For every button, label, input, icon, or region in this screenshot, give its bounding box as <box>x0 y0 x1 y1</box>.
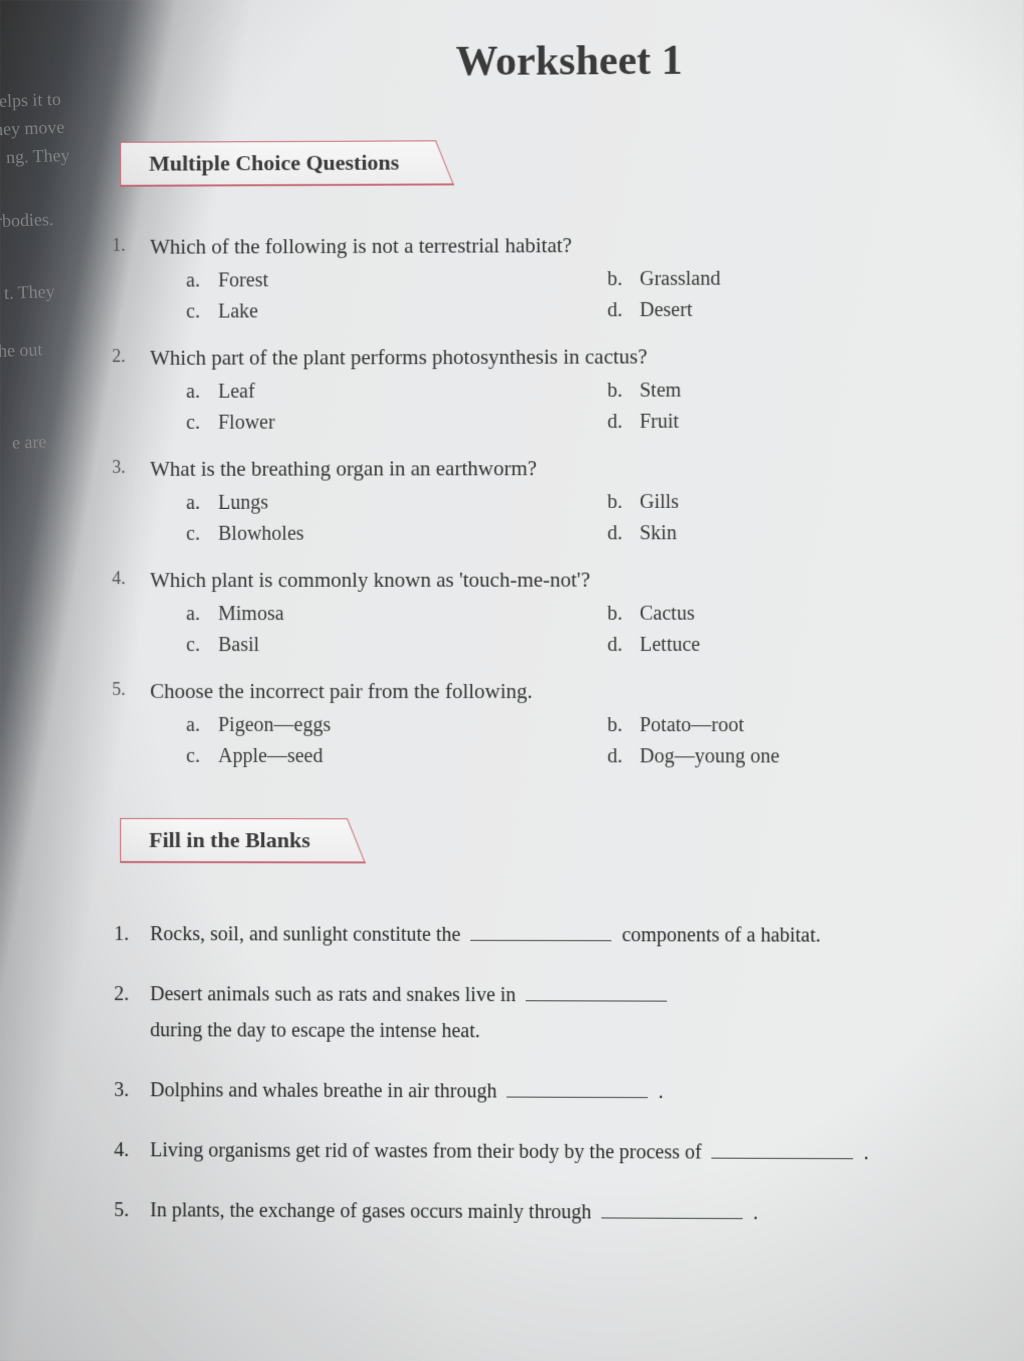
question-number: 3. <box>112 457 126 478</box>
option-b[interactable]: b.Stem <box>607 379 991 403</box>
options-grid: a.Forest b.Grassland c.Lake d.Desert <box>186 267 991 324</box>
page-title: Worksheet 1 <box>150 35 991 88</box>
question-number: 5. <box>112 679 126 700</box>
bleed-text: rbodies. <box>0 209 54 232</box>
fib-number: 2. <box>114 979 129 1009</box>
worksheet-page: Worksheet 1 Multiple Choice Questions 1.… <box>80 0 1024 1361</box>
fib-pre: Living organisms get rid of wastes from … <box>150 1135 702 1167</box>
options-grid: a.Mimosa b.Cactus c.Basil d.Lettuce <box>186 602 991 657</box>
question-number: 4. <box>112 568 126 589</box>
option-d[interactable]: d.Dog—young one <box>607 745 991 768</box>
fib-post: . <box>658 1077 663 1107</box>
option-b[interactable]: b.Potato—root <box>607 714 991 737</box>
option-a[interactable]: a.Pigeon—eggs <box>186 714 567 737</box>
section-heading-fib: Fill in the Blanks <box>120 818 339 863</box>
fib-pre: Desert animals such as rats and snakes l… <box>150 979 516 1010</box>
question-text: Which part of the plant performs photosy… <box>150 344 647 369</box>
option-c[interactable]: c.Blowholes <box>186 522 567 546</box>
bleed-text: hey move <box>0 117 65 140</box>
option-a[interactable]: a.Leaf <box>186 380 567 404</box>
option-d[interactable]: d.Skin <box>607 522 991 546</box>
blank-input[interactable] <box>712 1139 854 1160</box>
fib-item: 3. Dolphins and whales breathe in air th… <box>150 1075 991 1108</box>
fib-post: during the day to escape the intense hea… <box>150 1015 480 1046</box>
blank-input[interactable] <box>602 1198 743 1219</box>
bleed-text: he out <box>0 339 43 362</box>
options-grid: a.Pigeon—eggs b.Potato—root c.Apple—seed… <box>186 714 991 769</box>
option-c[interactable]: c.Flower <box>186 411 567 435</box>
option-b[interactable]: b.Grassland <box>607 267 991 291</box>
mcq-question: 1. Which of the following is not a terre… <box>150 231 991 259</box>
option-c[interactable]: c.Basil <box>186 634 567 657</box>
options-grid: a.Leaf b.Stem c.Flower d.Fruit <box>186 379 991 435</box>
fib-post: components of a habitat. <box>622 920 821 951</box>
fib-item: 2. Desert animals such as rats and snake… <box>150 979 991 1048</box>
mcq-question: 4. Which plant is commonly known as 'tou… <box>150 567 991 593</box>
mcq-question: 5. Choose the incorrect pair from the fo… <box>150 679 991 704</box>
bleed-text: helps it to <box>0 89 61 112</box>
option-b[interactable]: b.Cactus <box>607 602 991 625</box>
fib-number: 4. <box>114 1135 129 1165</box>
option-d[interactable]: d.Desert <box>607 298 991 322</box>
option-c[interactable]: c.Apple—seed <box>186 745 567 768</box>
question-number: 2. <box>112 346 126 367</box>
fib-pre: Rocks, soil, and sunlight constitute the <box>150 919 461 950</box>
mcq-question: 2. Which part of the plant performs phot… <box>150 343 991 370</box>
blank-input[interactable] <box>471 921 612 941</box>
section-heading-mcq: Multiple Choice Questions <box>120 140 428 186</box>
question-number: 1. <box>112 235 126 256</box>
option-a[interactable]: a.Mimosa <box>186 603 567 626</box>
fib-item: 4. Living organisms get rid of wastes fr… <box>150 1135 991 1169</box>
option-c[interactable]: c.Lake <box>186 299 567 323</box>
fill-blanks-list: 1. Rocks, soil, and sunlight constitute … <box>150 919 991 1229</box>
blank-input[interactable] <box>507 1077 648 1098</box>
option-b[interactable]: b.Gills <box>607 491 991 515</box>
question-text: What is the breathing organ in an earthw… <box>150 456 537 481</box>
options-grid: a.Lungs b.Gills c.Blowholes d.Skin <box>186 491 991 546</box>
question-text: Choose the incorrect pair from the follo… <box>150 679 532 703</box>
fib-pre: In plants, the exchange of gases occurs … <box>150 1195 591 1227</box>
question-text: Which of the following is not a terrestr… <box>150 233 572 259</box>
bleed-text: t. They <box>4 281 55 304</box>
fib-number: 5. <box>114 1195 129 1225</box>
fib-number: 1. <box>114 919 129 949</box>
fib-post: . <box>753 1198 758 1228</box>
fib-post: . <box>864 1138 869 1168</box>
fib-item: 1. Rocks, soil, and sunlight constitute … <box>150 919 991 951</box>
fib-item: 5. In plants, the exchange of gases occu… <box>150 1195 991 1229</box>
blank-input[interactable] <box>526 981 667 1001</box>
bleed-text: e are <box>12 431 47 453</box>
question-text: Which plant is commonly known as 'touch-… <box>150 567 590 591</box>
bleed-text: ng. They <box>6 145 70 168</box>
option-a[interactable]: a.Lungs <box>186 491 567 515</box>
option-a[interactable]: a.Forest <box>186 268 567 292</box>
option-d[interactable]: d.Fruit <box>607 410 991 434</box>
fib-number: 3. <box>114 1075 129 1105</box>
option-d[interactable]: d.Lettuce <box>607 634 991 657</box>
mcq-question: 3. What is the breathing organ in an ear… <box>150 455 991 482</box>
fib-pre: Dolphins and whales breathe in air throu… <box>150 1075 497 1106</box>
